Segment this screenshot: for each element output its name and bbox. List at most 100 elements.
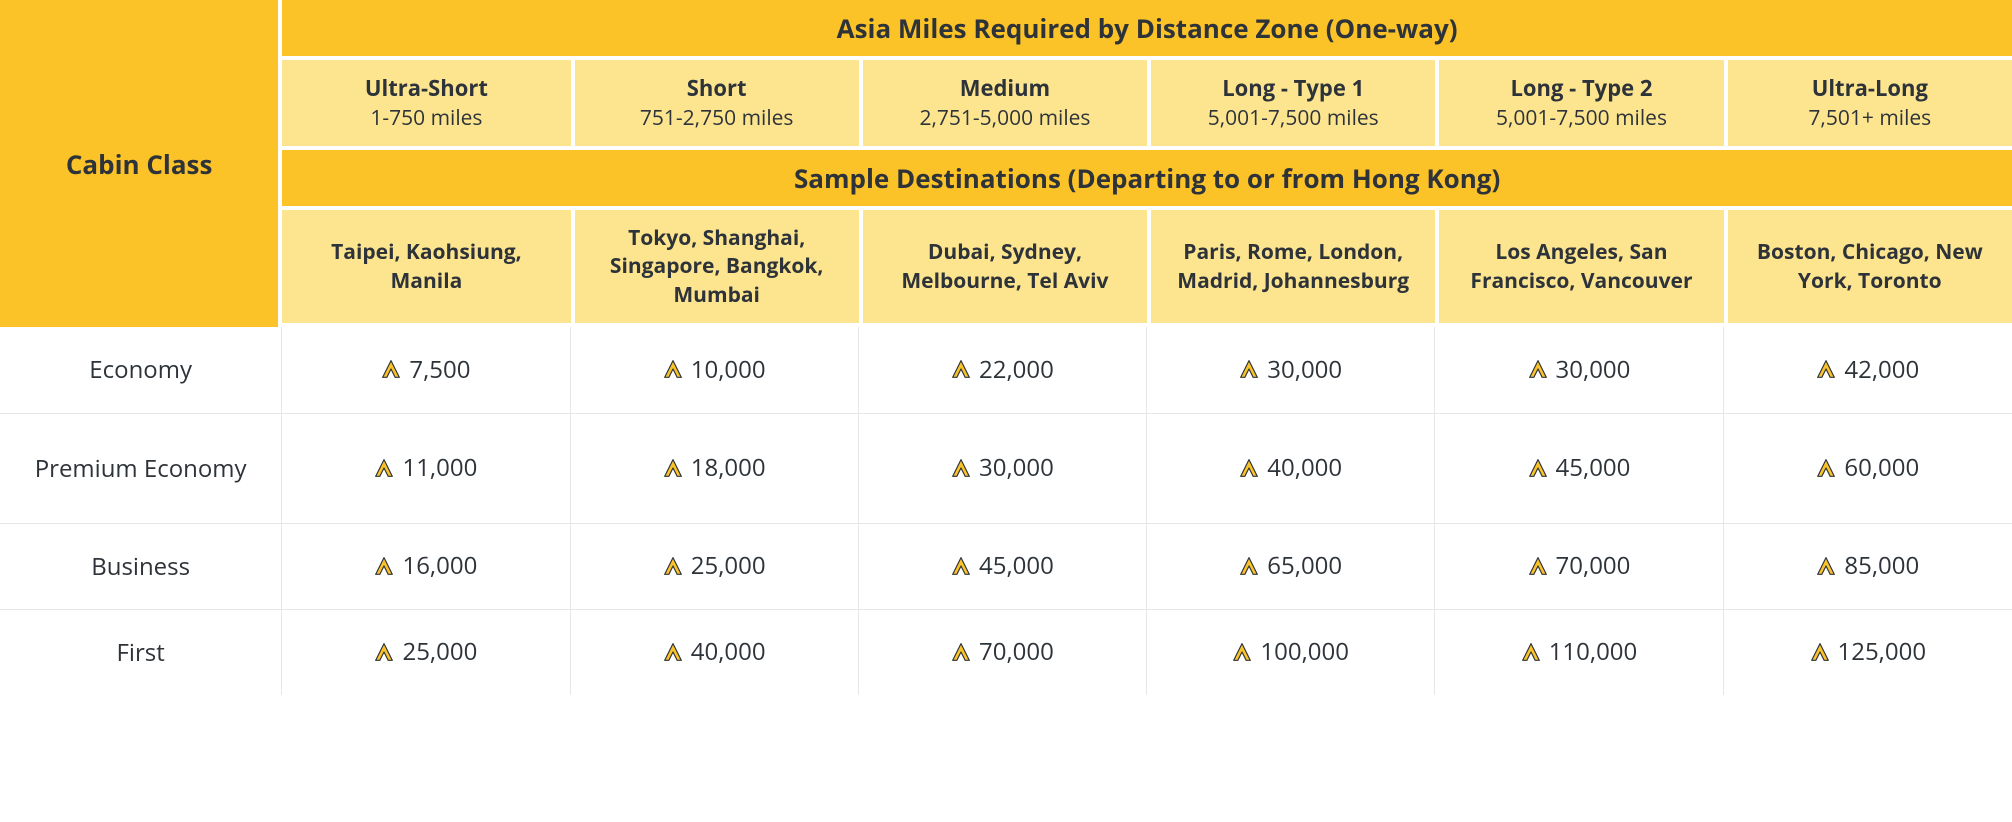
miles-number: 25,000 xyxy=(691,549,766,582)
asia-miles-icon xyxy=(1810,642,1830,662)
miles-cell: 25,000 xyxy=(571,523,859,609)
table-row: Economy 7,500 10,000 22,000 30,000 30,00… xyxy=(0,327,2012,413)
zone-header: Long - Type 1 5,001-7,500 miles xyxy=(1147,60,1435,150)
zone-name: Long - Type 2 xyxy=(1457,74,1705,104)
miles-value: 85,000 xyxy=(1816,549,1919,582)
miles-value: 10,000 xyxy=(663,353,766,386)
destination-cell: Paris, Rome, London, Madrid, Johannesbur… xyxy=(1147,210,1435,327)
miles-number: 25,000 xyxy=(402,635,477,668)
miles-value: 70,000 xyxy=(951,635,1054,668)
miles-value: 30,000 xyxy=(951,451,1054,484)
miles-cell: 18,000 xyxy=(571,413,859,523)
cabin-label: Premium Economy xyxy=(0,413,282,523)
miles-value: 45,000 xyxy=(951,549,1054,582)
miles-cell: 30,000 xyxy=(1435,327,1723,413)
asia-miles-icon xyxy=(663,458,683,478)
miles-value: 16,000 xyxy=(374,549,477,582)
zone-range: 751-2,750 miles xyxy=(593,104,841,132)
miles-cell: 11,000 xyxy=(282,413,570,523)
miles-value: 22,000 xyxy=(951,353,1054,386)
miles-cell: 30,000 xyxy=(1147,327,1435,413)
miles-value: 65,000 xyxy=(1239,549,1342,582)
miles-number: 30,000 xyxy=(1556,353,1631,386)
asia-miles-icon xyxy=(663,359,683,379)
miles-cell: 65,000 xyxy=(1147,523,1435,609)
asia-miles-icon xyxy=(1521,642,1541,662)
miles-number: 60,000 xyxy=(1844,451,1919,484)
destination-cell: Taipei, Kaohsiung, Manila xyxy=(282,210,570,327)
miles-value: 25,000 xyxy=(374,635,477,668)
miles-value: 125,000 xyxy=(1810,635,1927,668)
miles-value: 18,000 xyxy=(663,451,766,484)
miles-cell: 110,000 xyxy=(1435,609,1723,695)
zone-range: 5,001-7,500 miles xyxy=(1457,104,1705,132)
miles-number: 65,000 xyxy=(1267,549,1342,582)
miles-cell: 30,000 xyxy=(859,413,1147,523)
miles-value: 11,000 xyxy=(374,451,477,484)
destination-cell: Los Angeles, San Francisco, Vancouver xyxy=(1435,210,1723,327)
miles-cell: 60,000 xyxy=(1724,413,2012,523)
miles-number: 7,500 xyxy=(409,353,470,386)
zone-range: 5,001-7,500 miles xyxy=(1169,104,1417,132)
miles-cell: 85,000 xyxy=(1724,523,2012,609)
miles-cell: 45,000 xyxy=(1435,413,1723,523)
miles-value: 100,000 xyxy=(1232,635,1349,668)
miles-number: 45,000 xyxy=(979,549,1054,582)
asia-miles-icon xyxy=(663,556,683,576)
miles-cell: 100,000 xyxy=(1147,609,1435,695)
table-row: First 25,000 40,000 70,000 100,000 110,0… xyxy=(0,609,2012,695)
asia-miles-award-chart: Cabin Class Asia Miles Required by Dista… xyxy=(0,0,2012,695)
miles-value: 7,500 xyxy=(381,353,470,386)
miles-cell: 22,000 xyxy=(859,327,1147,413)
cabin-class-header: Cabin Class xyxy=(0,0,282,327)
zone-header: Ultra-Long 7,501+ miles xyxy=(1724,60,2012,150)
destinations-row: Taipei, Kaohsiung, Manila Tokyo, Shangha… xyxy=(0,210,2012,327)
miles-value: 25,000 xyxy=(663,549,766,582)
asia-miles-icon xyxy=(1232,642,1252,662)
zone-name: Long - Type 1 xyxy=(1169,74,1417,104)
asia-miles-icon xyxy=(951,556,971,576)
miles-cell: 25,000 xyxy=(282,609,570,695)
cabin-label: First xyxy=(0,609,282,695)
miles-cell: 40,000 xyxy=(1147,413,1435,523)
destination-cell: Boston, Chicago, New York, Toronto xyxy=(1724,210,2012,327)
zone-name: Ultra-Short xyxy=(300,74,552,104)
cabin-label: Business xyxy=(0,523,282,609)
miles-cell: 42,000 xyxy=(1724,327,2012,413)
miles-number: 40,000 xyxy=(691,635,766,668)
zone-name: Medium xyxy=(881,74,1129,104)
miles-cell: 45,000 xyxy=(859,523,1147,609)
asia-miles-icon xyxy=(374,642,394,662)
zone-range: 7,501+ miles xyxy=(1746,104,1994,132)
zone-range: 2,751-5,000 miles xyxy=(881,104,1129,132)
miles-cell: 70,000 xyxy=(859,609,1147,695)
miles-number: 16,000 xyxy=(402,549,477,582)
miles-number: 11,000 xyxy=(402,451,477,484)
table-row: Premium Economy 11,000 18,000 30,000 40,… xyxy=(0,413,2012,523)
asia-miles-icon xyxy=(951,458,971,478)
cabin-label: Economy xyxy=(0,327,282,413)
miles-cell: 125,000 xyxy=(1724,609,2012,695)
miles-cell: 16,000 xyxy=(282,523,570,609)
miles-number: 18,000 xyxy=(691,451,766,484)
miles-number: 85,000 xyxy=(1844,549,1919,582)
zone-header: Medium 2,751-5,000 miles xyxy=(859,60,1147,150)
destination-cell: Tokyo, Shanghai, Singapore, Bangkok, Mum… xyxy=(571,210,859,327)
destination-cell: Dubai, Sydney, Melbourne, Tel Aviv xyxy=(859,210,1147,327)
asia-miles-icon xyxy=(1239,458,1259,478)
zone-header-row: Ultra-Short 1-750 miles Short 751-2,750 … xyxy=(0,60,2012,150)
miles-number: 40,000 xyxy=(1267,451,1342,484)
miles-value: 60,000 xyxy=(1816,451,1919,484)
miles-value: 40,000 xyxy=(663,635,766,668)
zone-header: Long - Type 2 5,001-7,500 miles xyxy=(1435,60,1723,150)
miles-cell: 7,500 xyxy=(282,327,570,413)
miles-cell: 70,000 xyxy=(1435,523,1723,609)
zone-name: Short xyxy=(593,74,841,104)
miles-number: 110,000 xyxy=(1549,635,1638,668)
zone-header: Short 751-2,750 miles xyxy=(571,60,859,150)
miles-value: 30,000 xyxy=(1239,353,1342,386)
asia-miles-icon xyxy=(374,556,394,576)
table-row: Business 16,000 25,000 45,000 65,000 70,… xyxy=(0,523,2012,609)
miles-number: 45,000 xyxy=(1556,451,1631,484)
asia-miles-icon xyxy=(951,359,971,379)
